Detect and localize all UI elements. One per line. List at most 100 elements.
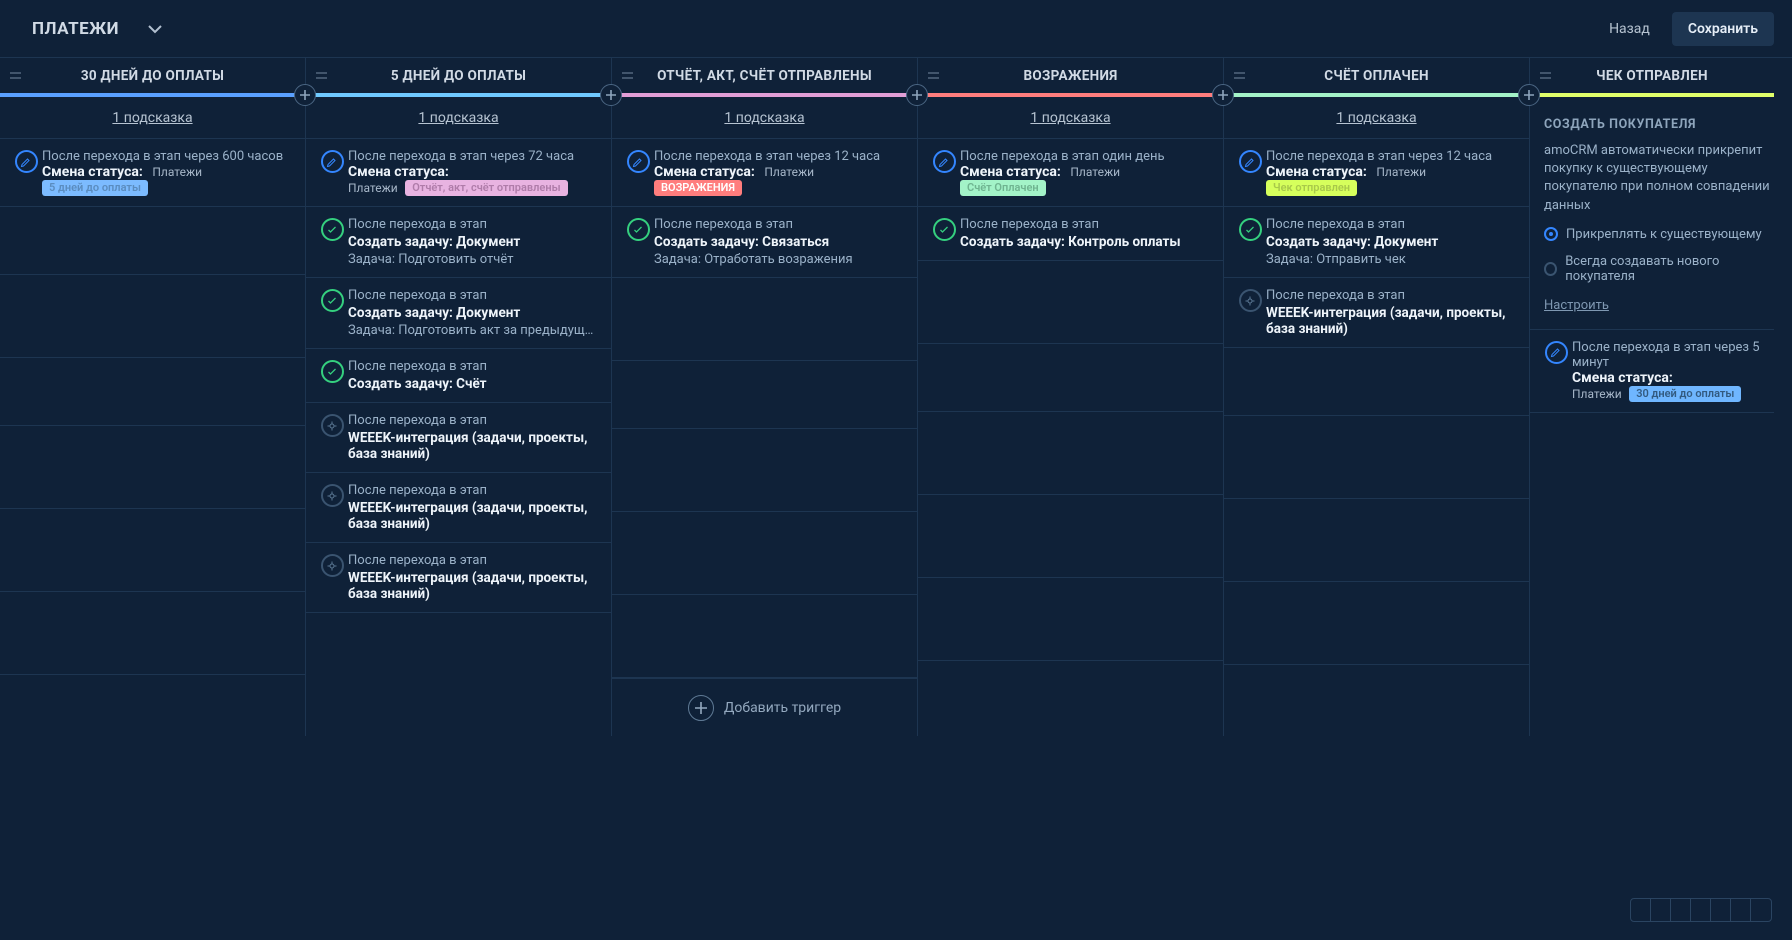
drag-handle-icon[interactable] [10,70,21,82]
trigger-card[interactable]: После перехода в этап Создать задачу: Ко… [918,207,1223,261]
status-badge: ВОЗРАЖЕНИЯ [654,180,742,196]
action-detail: Задача: Подготовить отчёт [348,252,599,267]
radio-icon [1544,262,1557,276]
check-icon [321,218,344,241]
trigger-card[interactable]: После перехода в этап Создать задачу: До… [306,278,611,349]
pencil-icon [627,150,650,173]
status-badge: 5 дней до оплаты [42,180,148,196]
stage-color-bar [0,93,305,97]
stage-title: ВОЗРАЖЕНИЯ [1023,68,1117,84]
hint-link[interactable]: 1 подсказка [1336,110,1416,126]
drag-handle-icon[interactable] [316,70,327,82]
integration-icon [321,414,344,437]
pipeline-word: Платежи [1572,387,1622,401]
stage-column: ЧЕК ОТПРАВЛЕН СОЗДАТЬ ПОКУПАТЕЛЯ amoCRM … [1530,58,1774,736]
radio-attach-existing[interactable]: Прикреплять к существующему [1544,227,1774,242]
empty-cell [918,495,1223,578]
empty-cell [612,429,917,512]
hint-link[interactable]: 1 подсказка [724,110,804,126]
trigger-card[interactable]: После перехода в этап через 600 часов См… [0,139,305,207]
hint-link[interactable]: 1 подсказка [1030,110,1110,126]
empty-cell [918,261,1223,344]
pipeline-name[interactable]: ПЛАТЕЖИ [32,19,119,39]
radio-label: Всегда создавать нового покупателя [1565,254,1774,284]
configure-link[interactable]: Настроить [1544,298,1609,313]
add-stage-button[interactable] [600,84,622,106]
action-title: Создать задачу: Документ [348,234,599,250]
trigger-card[interactable]: После перехода в этап через 5 минут Смен… [1530,330,1774,413]
trigger-card[interactable]: После перехода в этап Создать задачу: До… [1224,207,1529,278]
stage-column: ОТЧЁТ, АКТ, СЧЁТ ОТПРАВЛЕНЫ 1 подсказка … [612,58,918,736]
add-stage-button[interactable] [1212,84,1234,106]
trigger-card[interactable]: После перехода в этап через 12 часа Смен… [612,139,917,207]
trigger-card[interactable]: После перехода в этап через 72 часа Смен… [306,139,611,207]
action-detail: Задача: Подготовить акт за предыдущий… [348,323,599,338]
status-change-label: Смена статуса: [1266,164,1367,180]
check-icon [933,218,956,241]
check-icon [1239,218,1262,241]
drag-handle-icon[interactable] [1234,70,1245,82]
stage-header[interactable]: 5 ДНЕЙ ДО ОПЛАТЫ [306,58,611,93]
empty-cell [0,207,305,275]
trigger-card[interactable]: После перехода в этап Создать задачу: Св… [612,207,917,278]
trigger-when: После перехода в этап [960,217,1211,232]
empty-cell [0,426,305,509]
stage-header[interactable]: ЧЕК ОТПРАВЛЕН [1530,58,1774,93]
hint-link[interactable]: 1 подсказка [112,110,192,126]
drag-handle-icon[interactable] [928,70,939,82]
trigger-when: После перехода в этап через 12 часа [1266,149,1517,164]
integration-icon [1239,289,1262,312]
status-change-label: Смена статуса: [42,164,143,180]
trigger-card[interactable]: После перехода в этап WEEEK-интеграция (… [306,543,611,613]
action-detail: Задача: Отработать возражения [654,252,905,267]
pencil-icon [15,150,38,173]
stage-column: ВОЗРАЖЕНИЯ 1 подсказка После перехода в … [918,58,1224,736]
add-trigger-button[interactable]: Добавить триггер [612,678,917,736]
trigger-card[interactable]: После перехода в этап Создать задачу: Сч… [306,349,611,403]
hint-link[interactable]: 1 подсказка [418,110,498,126]
stage-color-bar [1530,93,1774,97]
check-icon [627,218,650,241]
trigger-when: После перехода в этап [348,413,599,428]
radio-create-new[interactable]: Всегда создавать нового покупателя [1544,254,1774,284]
check-icon [321,360,344,383]
action-title: Создать задачу: Связаться [654,234,905,250]
trigger-when: После перехода в этап [1266,288,1517,303]
trigger-card[interactable]: После перехода в этап один день Смена ст… [918,139,1223,207]
add-stage-button[interactable] [294,84,316,106]
pagination-boxes[interactable] [1630,898,1772,922]
stage-header[interactable]: СЧЁТ ОПЛАЧЕН [1224,58,1529,93]
stage-color-bar [306,93,611,97]
pipeline-word: Платежи [1070,165,1120,179]
trigger-card[interactable]: После перехода в этап WEEEK-интеграция (… [306,403,611,473]
chevron-down-icon[interactable] [143,17,167,41]
empty-cell [0,275,305,358]
trigger-card[interactable]: После перехода в этап WEEEK-интеграция (… [1224,278,1529,348]
integration-icon [321,484,344,507]
drag-handle-icon[interactable] [622,70,633,82]
empty-cell [918,412,1223,495]
empty-cell [1224,416,1529,499]
stage-header[interactable]: ВОЗРАЖЕНИЯ [918,58,1223,93]
drag-handle-icon[interactable] [1540,70,1551,82]
trigger-card[interactable]: После перехода в этап через 12 часа Смен… [1224,139,1529,207]
save-button[interactable]: Сохранить [1672,12,1774,46]
trigger-when: После перехода в этап [348,288,599,303]
empty-cell [0,592,305,675]
back-button[interactable]: Назад [1595,13,1664,45]
stage-header[interactable]: 30 ДНЕЙ ДО ОПЛАТЫ [0,58,305,93]
stage-title: ЧЕК ОТПРАВЛЕН [1596,68,1708,84]
trigger-when: После перехода в этап [348,483,599,498]
empty-cell [1224,348,1529,416]
empty-cell [1224,582,1529,665]
trigger-when: После перехода в этап [1266,217,1517,232]
add-stage-button[interactable] [906,84,928,106]
top-bar: ПЛАТЕЖИ Назад Сохранить [0,0,1792,58]
status-change-label: Смена статуса: [348,164,599,180]
trigger-card[interactable]: После перехода в этап Создать задачу: До… [306,207,611,278]
stage-header[interactable]: ОТЧЁТ, АКТ, СЧЁТ ОТПРАВЛЕНЫ [612,58,917,93]
stage-column: 30 ДНЕЙ ДО ОПЛАТЫ 1 подсказка После пере… [0,58,306,736]
trigger-when: После перехода в этап через 72 часа [348,149,599,164]
trigger-card[interactable]: После перехода в этап WEEEK-интеграция (… [306,473,611,543]
add-stage-button[interactable] [1518,84,1540,106]
